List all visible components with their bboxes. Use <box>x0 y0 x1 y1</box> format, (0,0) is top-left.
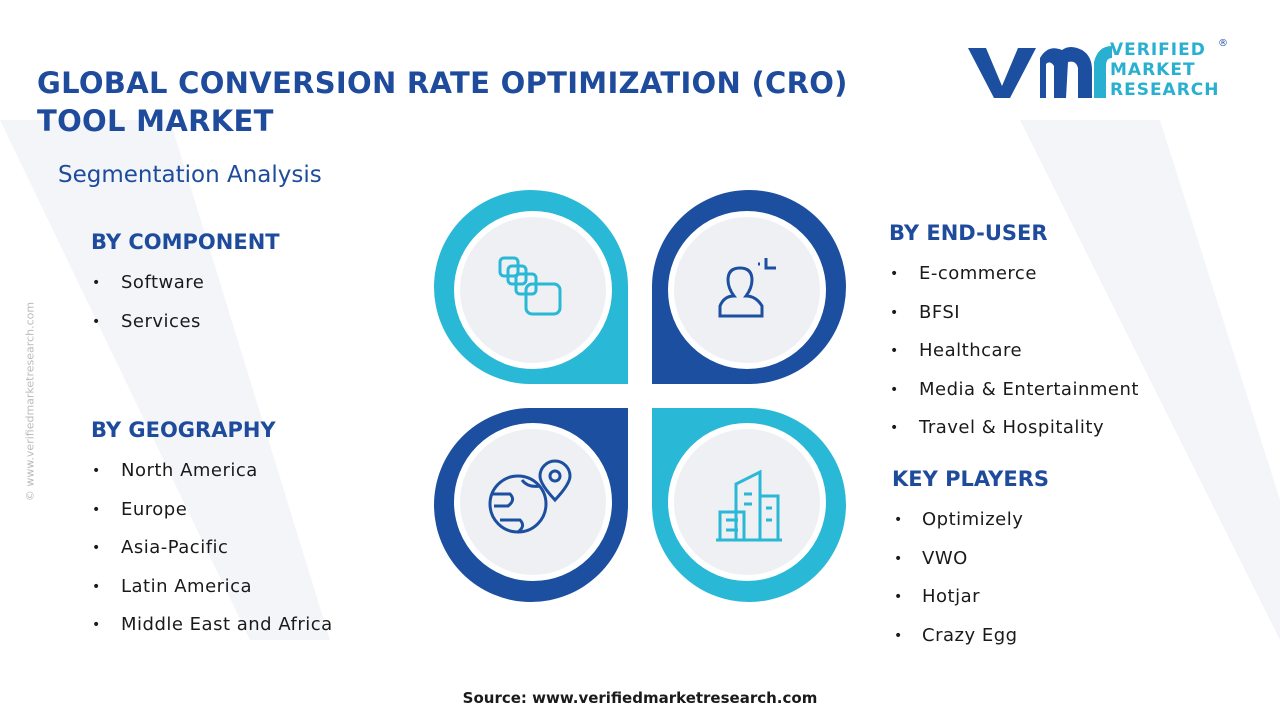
logo-text: RESEARCH <box>1110 80 1220 100</box>
bullet: • <box>92 313 101 330</box>
title: TOOL MARKET <box>37 104 274 138</box>
segment-item: E-commerce <box>919 263 1037 284</box>
logo-r <box>1094 46 1112 98</box>
segment-item: Media & Entertainment <box>919 378 1139 400</box>
icon-geography <box>488 459 572 534</box>
segment-item: North America <box>121 460 258 481</box>
bullet: • <box>890 266 899 282</box>
segment-item: Services <box>121 310 201 332</box>
segment-item: BFSI <box>919 301 961 323</box>
bullet: • <box>890 420 899 436</box>
bullet: • <box>894 627 903 644</box>
icon-key-players <box>716 469 782 542</box>
title: GLOBAL CONVERSION RATE OPTIMIZATION (CRO… <box>37 66 848 100</box>
logo-mark: ® <box>1218 38 1228 49</box>
bullet: • <box>92 463 101 479</box>
segment-item: Middle East and Africa <box>121 614 333 635</box>
logo-v <box>968 48 1036 98</box>
source: Source: www.verifiedmarketresearch.com <box>462 689 818 707</box>
bullet: • <box>890 304 899 321</box>
bullet: • <box>92 540 101 556</box>
segment-item: Crazy Egg <box>922 624 1018 646</box>
segment-heading: BY GEOGRAPHY <box>91 418 276 442</box>
bullet: • <box>92 617 101 633</box>
logo-m <box>1040 47 1092 98</box>
segment-item: Software <box>121 272 205 293</box>
segment-item: Optimizely <box>922 509 1024 530</box>
watermark-shape <box>0 120 1280 640</box>
watermark-text: © www.verifiedmarketresearch.com <box>23 301 37 502</box>
bullet: • <box>92 501 101 518</box>
logo-text: VERIFIED <box>1110 40 1206 60</box>
bullet: • <box>92 275 101 291</box>
logo-text: MARKET <box>1110 60 1196 80</box>
segment-heading: BY END-USER <box>889 221 1048 245</box>
icon-component <box>498 256 562 316</box>
subtitle: Segmentation Analysis <box>58 162 322 188</box>
segment-item: Europe <box>121 498 188 520</box>
petal-inner <box>454 211 826 581</box>
segment-item: Hotjar <box>922 586 981 607</box>
segment-heading: KEY PLAYERS <box>892 467 1049 491</box>
segment-item: VWO <box>922 547 968 569</box>
bullet: • <box>894 550 903 567</box>
bullet: • <box>890 343 899 359</box>
segment-heading: BY COMPONENT <box>91 230 280 254</box>
bullet: • <box>894 589 903 605</box>
segment-item: Latin America <box>121 575 252 597</box>
segment-item: Healthcare <box>919 340 1023 361</box>
bullet: • <box>92 578 101 595</box>
bullet: • <box>890 381 899 398</box>
segment-item: Travel & Hospitality <box>919 417 1105 438</box>
bullet: • <box>894 512 903 528</box>
segment-item: Asia-Pacific <box>121 537 229 558</box>
icon-end-user <box>718 258 776 318</box>
